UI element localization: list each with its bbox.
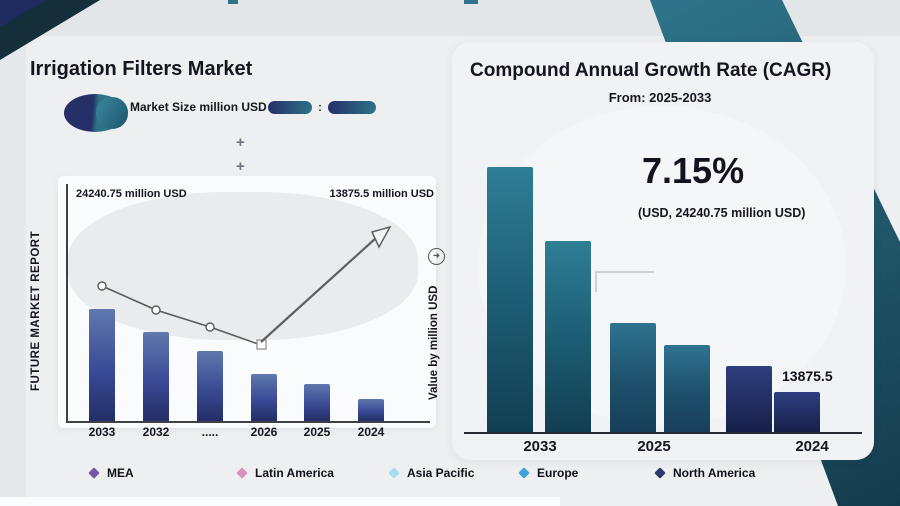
legend-item: North America bbox=[654, 466, 756, 480]
legend-pills: : bbox=[268, 100, 376, 114]
x-axis-line bbox=[464, 432, 862, 434]
panel-blob-decoration bbox=[68, 192, 418, 340]
x-axis-line bbox=[66, 421, 430, 423]
cagr-bar bbox=[726, 366, 772, 432]
watermark-text: FUTURE MARKET REPORT bbox=[30, 230, 42, 392]
top-tick-decoration bbox=[228, 0, 238, 4]
legend-label: MEA bbox=[107, 466, 134, 480]
market-size-bar bbox=[304, 384, 330, 421]
gradient-pill bbox=[268, 100, 312, 114]
legend-diamond-icon bbox=[388, 467, 400, 479]
legend-label: North America bbox=[673, 466, 756, 480]
circle-arrow-icon: ➜ bbox=[428, 248, 445, 265]
legend-label: Latin America bbox=[255, 466, 334, 480]
square-marker bbox=[256, 339, 267, 350]
market-size-bar bbox=[143, 332, 169, 421]
x-axis-label: 2024 bbox=[795, 438, 829, 455]
x-axis-label: 2025 bbox=[303, 425, 331, 439]
legend-label: Europe bbox=[537, 466, 579, 480]
legend-item: Asia Pacific bbox=[388, 466, 475, 480]
trend-line bbox=[101, 285, 259, 345]
cylinder-highlight bbox=[96, 97, 129, 129]
y-axis-line bbox=[66, 184, 68, 422]
x-axis-label: ..... bbox=[201, 425, 219, 439]
bracket-decoration bbox=[595, 271, 654, 292]
gradient-pill bbox=[328, 100, 376, 114]
x-axis-label: 2033 bbox=[88, 425, 116, 439]
cagr-bar bbox=[774, 392, 820, 432]
trend-marker bbox=[97, 281, 107, 291]
trend-line-layer bbox=[97, 225, 392, 350]
trend-marker bbox=[151, 305, 161, 315]
left-strip bbox=[0, 36, 26, 506]
legend-label: Asia Pacific bbox=[407, 466, 475, 480]
market-size-chart: 24240.75 million USD 13875.5 million USD… bbox=[58, 176, 436, 439]
cagr-title: Compound Annual Growth Rate (CAGR) bbox=[470, 60, 832, 81]
legend-diamond-icon bbox=[518, 467, 530, 479]
value-axis-label: Value by million USD bbox=[428, 285, 440, 401]
cagr-bar bbox=[610, 323, 656, 432]
plus-decoration: + bbox=[236, 134, 245, 151]
legend-item: Latin America bbox=[236, 466, 334, 480]
market-size-bar bbox=[358, 399, 384, 421]
market-size-bar bbox=[197, 351, 223, 421]
value-callout: 13875.5 bbox=[782, 368, 833, 384]
pill-separator: : bbox=[318, 100, 322, 114]
region-legend: MEA Latin America Asia Pacific Europe North … bbox=[0, 462, 900, 492]
growth-arrow-shaft bbox=[260, 237, 377, 343]
cagr-bar bbox=[664, 345, 710, 432]
market-size-legend-label: Market Size million USD bbox=[130, 100, 267, 114]
x-axis-label: 2024 bbox=[357, 425, 385, 439]
x-axis-label: 2025 bbox=[637, 438, 671, 455]
cagr-bar bbox=[487, 167, 533, 432]
cagr-percentage: 7.15% bbox=[642, 150, 745, 191]
max-value-label: 24240.75 million USD bbox=[76, 188, 187, 200]
top-strip bbox=[0, 0, 900, 36]
cylinder-icon bbox=[64, 94, 129, 132]
legend-item: MEA bbox=[88, 466, 134, 480]
page-title: Irrigation Filters Market bbox=[30, 58, 253, 80]
x-axis-label: 2026 bbox=[250, 425, 278, 439]
legend-diamond-icon bbox=[654, 467, 666, 479]
min-value-label: 13875.5 million USD bbox=[329, 188, 434, 200]
market-size-bar bbox=[251, 373, 277, 421]
growth-arrow-head bbox=[370, 225, 392, 249]
cagr-subtitle: From: 2025-2033 bbox=[608, 90, 712, 105]
legend-diamond-icon bbox=[88, 467, 100, 479]
trend-marker bbox=[205, 322, 215, 332]
bottom-strip bbox=[0, 497, 560, 506]
cagr-note: (USD, 24240.75 million USD) bbox=[638, 206, 806, 220]
x-axis-label: 2033 bbox=[523, 438, 557, 455]
cagr-bar bbox=[545, 241, 591, 432]
legend-item: Europe bbox=[518, 466, 579, 480]
top-tick-decoration bbox=[464, 0, 478, 4]
market-size-bar bbox=[89, 309, 115, 421]
plus-decoration: + bbox=[236, 158, 245, 175]
x-axis-label: 2032 bbox=[142, 425, 170, 439]
legend-diamond-icon bbox=[236, 467, 248, 479]
